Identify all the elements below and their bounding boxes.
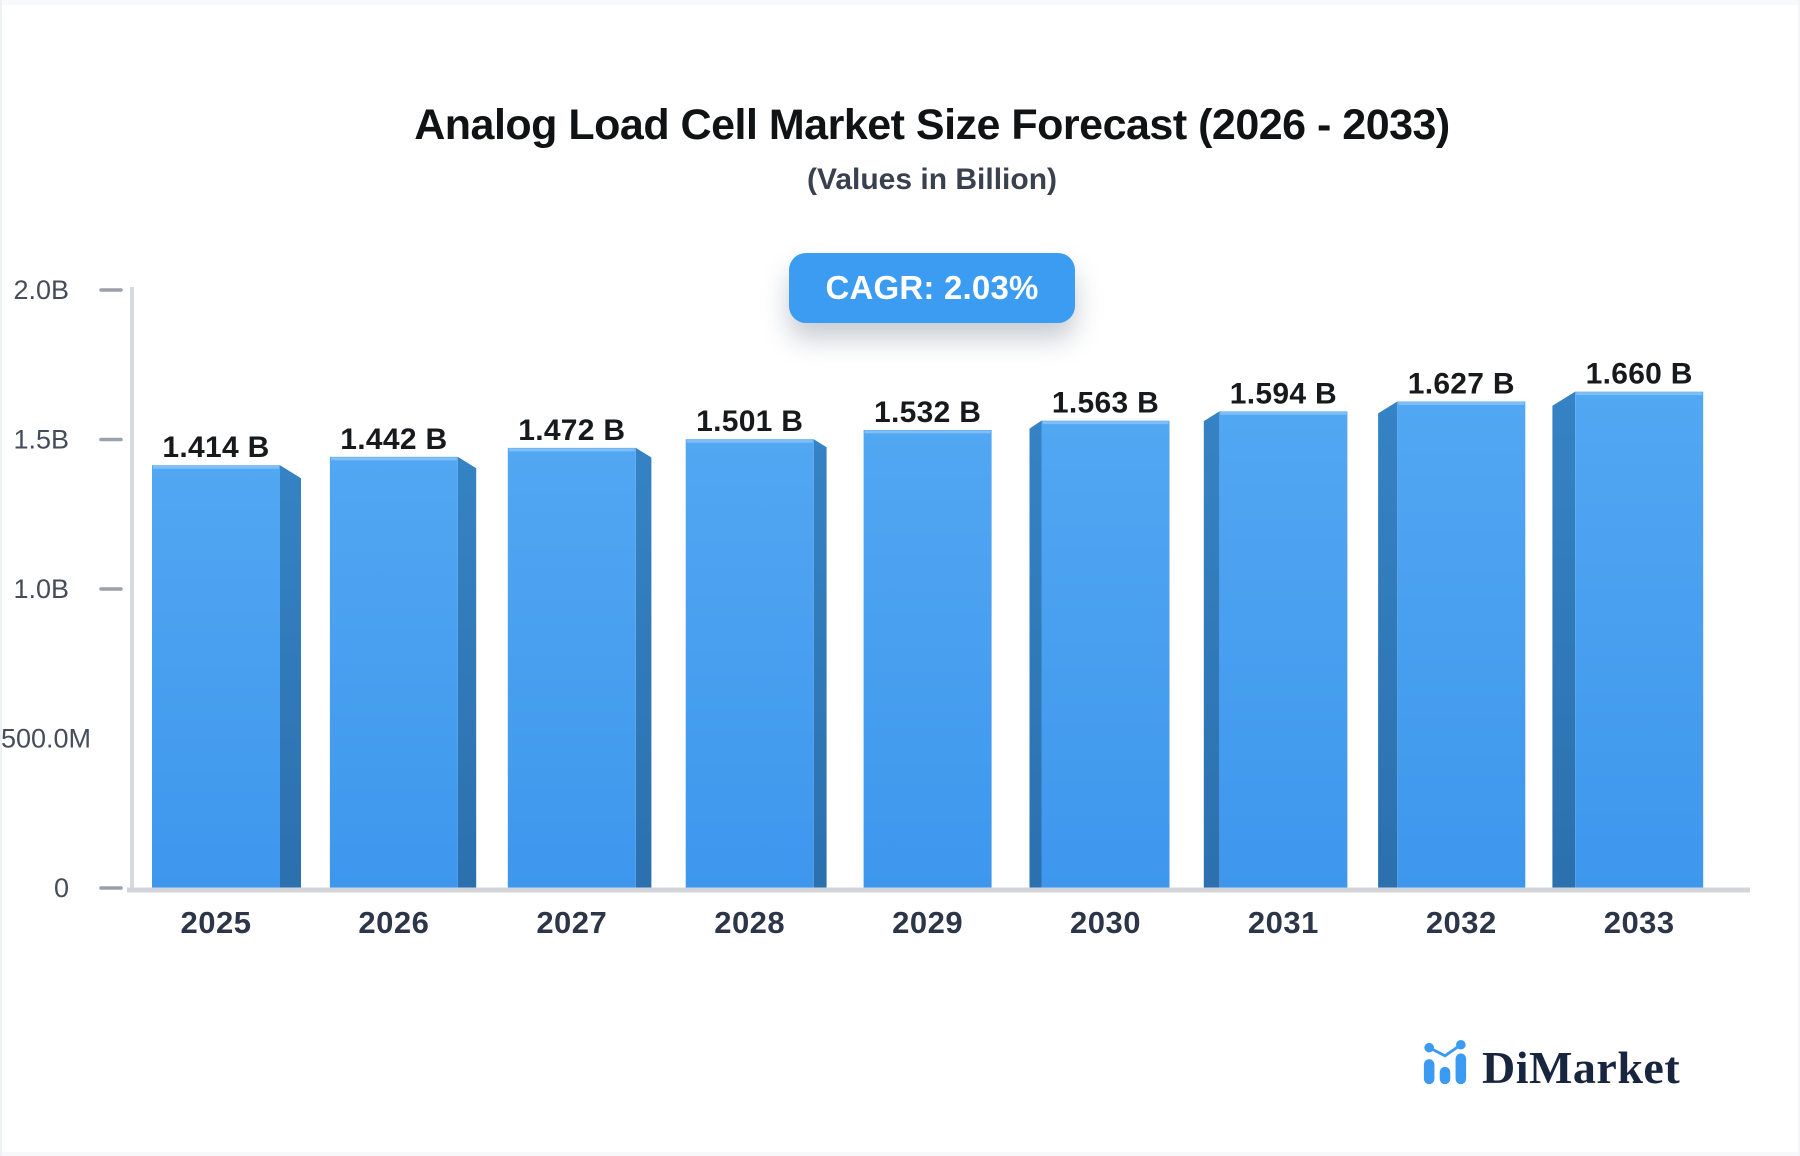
bar-front-face xyxy=(863,429,992,888)
bar-side-face xyxy=(1203,411,1220,888)
bar-front-face xyxy=(685,439,814,888)
bar-front-face xyxy=(507,447,636,888)
x-tick-label: 2032 xyxy=(1426,905,1497,940)
y-tick-label: 2.0B xyxy=(13,275,69,305)
bar-side-face xyxy=(1378,401,1398,888)
page-edge-bottom xyxy=(0,1152,1800,1156)
bar-front-face xyxy=(329,456,458,888)
bar-value-label: 1.472 B xyxy=(518,414,625,447)
page-edge-left xyxy=(0,0,2,1156)
bar-side-face xyxy=(813,439,827,888)
bar-side-face xyxy=(280,465,301,888)
bar-value-label: 1.627 B xyxy=(1408,368,1515,401)
x-tick-label: 2031 xyxy=(1248,905,1319,940)
cagr-badge: CAGR: 2.03% xyxy=(789,253,1075,323)
bar-side-face xyxy=(1552,391,1576,888)
bar-front-face xyxy=(1041,420,1170,888)
bar-group-2029: 1.532 B 2029 xyxy=(863,396,992,940)
bar-value-label: 1.532 B xyxy=(874,396,981,429)
y-tick-label: 0 xyxy=(54,873,69,903)
bar-side-face xyxy=(457,456,477,888)
x-tick-label: 2027 xyxy=(536,905,607,940)
bar-value-label: 1.442 B xyxy=(340,423,447,456)
x-tick-label: 2028 xyxy=(714,905,785,940)
x-tick-label: 2026 xyxy=(358,905,429,940)
bar-group-2025: 1.414 B 2025 xyxy=(152,431,301,940)
page-title: Analog Load Cell Market Size Forecast (2… xyxy=(414,101,1450,149)
bar-front-face xyxy=(152,465,280,888)
bar-chart-logo-icon xyxy=(1423,1039,1467,1085)
bar-value-label: 1.594 B xyxy=(1230,377,1337,410)
brand-name: DiMarket xyxy=(1482,1042,1681,1093)
y-tick-label: 500.0M xyxy=(1,724,91,754)
bar-group-2033: 1.660 B 2033 xyxy=(1552,358,1704,940)
x-tick-label: 2029 xyxy=(892,905,963,940)
bar-group-2026: 1.442 B 2026 xyxy=(329,423,477,940)
page-edge-top xyxy=(0,0,1800,5)
y-tick-label: 1.5B xyxy=(13,425,69,455)
chart-header: Analog Load Cell Market Size Forecast (2… xyxy=(64,100,1800,198)
bar-value-label: 1.414 B xyxy=(162,431,269,464)
cagr-badge-row: CAGR: 2.03% xyxy=(64,253,1800,323)
bar-side-face xyxy=(635,447,652,888)
brand-logo: DiMarket xyxy=(1421,1038,1681,1093)
x-tick-label: 2033 xyxy=(1604,905,1675,940)
bar-side-face xyxy=(1029,420,1042,888)
bar-group-2027: 1.472 B 2027 xyxy=(507,414,652,940)
bar-front-face xyxy=(1397,401,1526,888)
bar-group-2028: 1.501 B 2028 xyxy=(685,405,827,940)
y-tick-label: 1.0B xyxy=(13,574,69,604)
bar-group-2031: 1.594 B 2031 xyxy=(1203,377,1348,940)
x-tick-label: 2025 xyxy=(181,905,252,940)
x-tick-label: 2030 xyxy=(1070,905,1141,940)
page-edge-right xyxy=(1798,0,1800,1156)
bar-value-label: 1.660 B xyxy=(1586,358,1693,391)
bar-value-label: 1.563 B xyxy=(1052,387,1159,420)
page-subtitle: (Values in Billion) xyxy=(806,162,1058,196)
bar-front-face xyxy=(1219,411,1348,888)
bar-group-2030: 1.563 B 2030 xyxy=(1029,387,1170,940)
bar-group-2032: 1.627 B 2032 xyxy=(1378,368,1526,940)
bar-value-label: 1.501 B xyxy=(696,405,803,438)
bar-front-face xyxy=(1575,391,1704,888)
